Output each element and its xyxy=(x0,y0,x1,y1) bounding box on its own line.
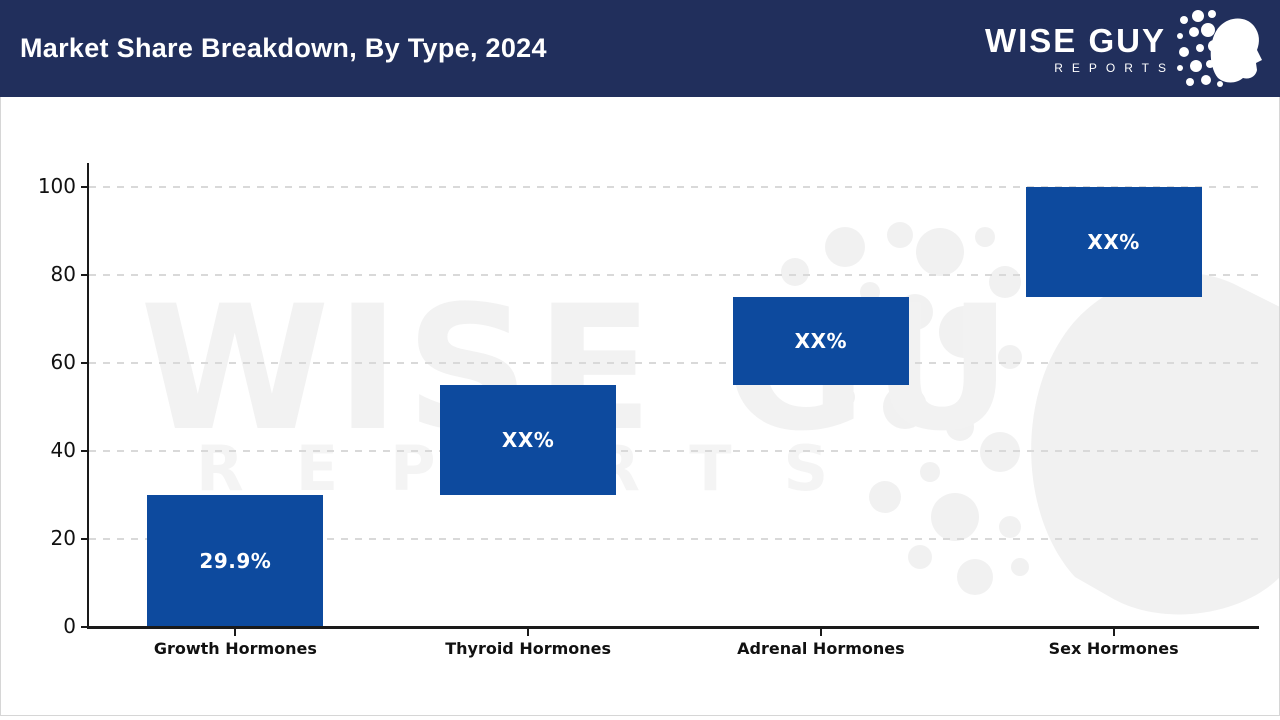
chart-title: Market Share Breakdown, By Type, 2024 xyxy=(20,33,547,63)
x-tick xyxy=(1112,629,1115,636)
gridline-y-20 xyxy=(89,538,1258,540)
header-bar: Market Share Breakdown, By Type, 2024 WI… xyxy=(0,0,1280,97)
bar-value-label: XX% xyxy=(794,329,848,353)
bar-thyroid-hormones: XX% xyxy=(440,385,617,495)
page-border-bottom xyxy=(0,715,1280,716)
x-category-label: Sex Hormones xyxy=(1048,639,1179,658)
y-tick xyxy=(81,450,88,452)
gridline-y-40 xyxy=(89,450,1258,452)
bar-value-label: 29.9% xyxy=(199,549,272,573)
bar-adrenal-hormones: XX% xyxy=(732,297,909,385)
logo-subtitle: REPORTS xyxy=(1054,60,1175,75)
y-tick-label: 20 xyxy=(50,526,76,550)
gridline-y-60 xyxy=(89,362,1258,364)
x-tick xyxy=(819,629,822,636)
bar-value-label: XX% xyxy=(501,428,555,452)
bar-value-label: XX% xyxy=(1087,230,1140,254)
bar-growth-hormones: 29.9% xyxy=(147,495,324,627)
y-tick-label: 40 xyxy=(50,438,76,462)
logo-face-icon xyxy=(1177,9,1262,87)
x-axis-line xyxy=(87,626,1259,629)
logo-wordmark: WISE GUY xyxy=(984,21,1166,59)
y-axis-line xyxy=(87,163,89,628)
x-tick xyxy=(234,629,237,636)
y-tick xyxy=(81,362,88,364)
y-tick-label: 60 xyxy=(50,350,76,374)
y-tick xyxy=(81,274,88,276)
gridline-y-80 xyxy=(89,274,1258,276)
wise-guy-reports-logo: WISE GUY REPORTS xyxy=(985,8,1262,90)
y-tick-label: 100 xyxy=(37,174,76,198)
page-border-left xyxy=(0,97,1,716)
gridline-y-100 xyxy=(89,186,1258,188)
x-category-label: Adrenal Hormones xyxy=(737,639,905,658)
plot-area: 29.9% XX% XX% XX% xyxy=(89,186,1260,627)
y-tick xyxy=(81,186,88,188)
y-tick-label: 0 xyxy=(63,614,76,638)
x-category-label: Growth Hormones xyxy=(153,639,317,658)
y-tick xyxy=(81,538,88,540)
x-category-label: Thyroid Hormones xyxy=(445,639,612,658)
x-tick xyxy=(527,629,530,636)
bar-sex-hormones: XX% xyxy=(1025,187,1202,297)
y-tick xyxy=(81,626,88,628)
y-tick-label: 80 xyxy=(50,262,76,286)
